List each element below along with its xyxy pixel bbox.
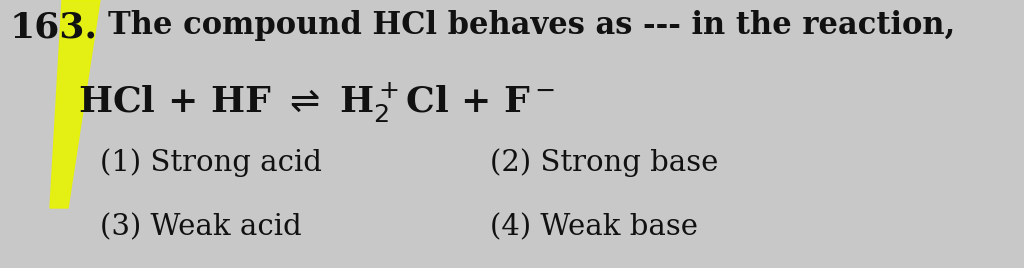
Text: (4) Weak base: (4) Weak base xyxy=(490,213,698,241)
Polygon shape xyxy=(50,0,100,208)
Text: The compound HCl behaves as --- in the reaction,: The compound HCl behaves as --- in the r… xyxy=(108,10,955,41)
Text: (3) Weak acid: (3) Weak acid xyxy=(100,213,302,241)
Text: HCl + HF $\rightleftharpoons$ H$_2^+$Cl + F$^-$: HCl + HF $\rightleftharpoons$ H$_2^+$Cl … xyxy=(78,80,555,125)
Text: 163.: 163. xyxy=(10,10,98,44)
Text: (2) Strong base: (2) Strong base xyxy=(490,148,719,177)
Text: (1) Strong acid: (1) Strong acid xyxy=(100,148,322,177)
